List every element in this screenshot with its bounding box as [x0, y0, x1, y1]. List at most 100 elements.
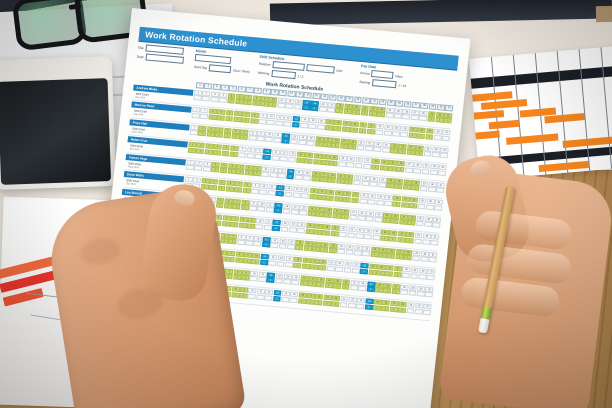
rotation-cell[interactable]: [362, 163, 372, 169]
rotation-cell[interactable]: 1: [299, 280, 309, 287]
rotation-cell[interactable]: 1: [232, 203, 241, 210]
rotation-cell[interactable]: 1: [383, 287, 392, 294]
rotation-cell[interactable]: [288, 226, 297, 233]
rotation-cell[interactable]: 1: [398, 148, 407, 155]
rotation-cell[interactable]: 1: [313, 228, 323, 235]
rotation-cell[interactable]: 1: [187, 147, 197, 153]
rotation-cell[interactable]: [274, 278, 283, 284]
rotation-cell[interactable]: [249, 275, 258, 282]
rotation-cell[interactable]: 1: [230, 221, 239, 228]
rotation-cell[interactable]: 1: [228, 238, 237, 245]
rotation-cell[interactable]: 1: [235, 169, 245, 175]
rotation-cell[interactable]: 1: [397, 236, 406, 243]
rotation-cell[interactable]: 1: [351, 109, 361, 116]
rotation-cell[interactable]: 1: [322, 300, 332, 306]
rotation-cell[interactable]: [356, 303, 365, 309]
start-day-input[interactable]: [208, 64, 232, 74]
rotation-cell[interactable]: [308, 123, 317, 129]
rotation-cell[interactable]: [358, 285, 367, 292]
rotation-cell[interactable]: 1: [443, 117, 453, 124]
rotation-cell[interactable]: 1: [386, 253, 396, 259]
rotation-cell[interactable]: [363, 233, 373, 240]
rotation-cell[interactable]: [265, 206, 274, 213]
rotation-cell[interactable]: [256, 293, 265, 300]
rotation-cell[interactable]: 1: [324, 124, 334, 131]
rotation-cell[interactable]: 1: [323, 212, 333, 218]
rotation-cell[interactable]: [404, 166, 413, 173]
rotation-cell[interactable]: 1: [221, 220, 231, 227]
rotation-cell[interactable]: 1: [344, 178, 353, 185]
rotation-cell[interactable]: 1: [435, 116, 444, 123]
rotation-cell[interactable]: [417, 203, 426, 209]
rotation-cell[interactable]: 1: [210, 166, 220, 173]
rotation-cell[interactable]: [369, 181, 378, 187]
rotation-cell[interactable]: [250, 188, 260, 194]
rotation-cell[interactable]: [346, 161, 355, 168]
rotation-cell[interactable]: [253, 241, 262, 247]
rotation-cell[interactable]: 1: [303, 245, 312, 252]
rotation-cell[interactable]: 1: [380, 234, 389, 241]
rotation-cell[interactable]: 1: [341, 284, 350, 290]
rotation-cell[interactable]: [346, 231, 356, 238]
rotation-cell[interactable]: 1: [411, 185, 420, 191]
rotation-cell[interactable]: [264, 136, 274, 143]
rotation-cell[interactable]: [347, 302, 357, 309]
rotation-cell[interactable]: [338, 231, 348, 237]
rotation-cell[interactable]: [199, 113, 209, 119]
rotation-cell[interactable]: [254, 153, 263, 159]
rotation-cell[interactable]: [299, 122, 309, 128]
rotation-cell[interactable]: [278, 243, 287, 249]
rotation-cell[interactable]: [425, 203, 435, 210]
rotation-cell[interactable]: [367, 198, 376, 205]
rotation-cell[interactable]: 1: [307, 210, 316, 217]
rotation-cell[interactable]: 1: [234, 256, 244, 263]
rotation-cell[interactable]: 1: [318, 264, 327, 271]
rotation-cell[interactable]: [339, 301, 348, 308]
rotation-cell[interactable]: 1: [400, 201, 410, 208]
rotation-cell[interactable]: [361, 250, 371, 257]
rotation-cell[interactable]: 1: [214, 132, 224, 138]
rotation-cell[interactable]: 1: [396, 166, 405, 172]
rotation-cell[interactable]: [267, 189, 276, 196]
rotation-cell[interactable]: [424, 291, 434, 298]
rotation-cell[interactable]: [381, 147, 390, 153]
rotation-cell[interactable]: 1: [426, 116, 436, 122]
shift-working-input[interactable]: [270, 69, 296, 80]
rotation-cell[interactable]: [418, 273, 427, 280]
rotation-cell[interactable]: 2: [275, 190, 285, 197]
rotation-cell[interactable]: [189, 129, 199, 136]
rotation-cell[interactable]: [415, 220, 424, 227]
rotation-cell[interactable]: [408, 290, 417, 296]
rotation-cell[interactable]: 1: [376, 111, 386, 118]
rotation-cell[interactable]: [276, 102, 286, 109]
rotation-cell[interactable]: 1: [406, 149, 415, 156]
rotation-cell[interactable]: [256, 135, 265, 142]
rotation-cell[interactable]: [259, 188, 268, 195]
rotation-cell[interactable]: 1: [340, 213, 349, 220]
rotation-cell[interactable]: 1: [231, 291, 240, 298]
rotation-cell[interactable]: 1: [310, 175, 320, 182]
rotation-cell[interactable]: [279, 155, 288, 162]
rotation-cell[interactable]: 1: [343, 108, 352, 115]
rotation-cell[interactable]: 1: [244, 169, 253, 176]
rotation-cell[interactable]: 1: [216, 114, 225, 121]
rotation-cell[interactable]: 2: [310, 105, 319, 112]
rotation-cell[interactable]: [294, 174, 303, 181]
rotation-cell[interactable]: [210, 96, 219, 103]
rotation-cell[interactable]: [357, 215, 366, 222]
rotation-cell[interactable]: 1: [425, 133, 434, 140]
rotation-cell[interactable]: 2: [271, 225, 281, 231]
rotation-cell[interactable]: 1: [301, 262, 310, 269]
rotation-cell[interactable]: 1: [206, 131, 215, 137]
rotation-cell[interactable]: 1: [320, 247, 329, 253]
rotation-cell[interactable]: [413, 238, 423, 244]
rotation-cell[interactable]: [364, 145, 374, 152]
rotation-cell[interactable]: 1: [196, 147, 205, 154]
rotation-cell[interactable]: 1: [339, 143, 349, 150]
rotation-cell[interactable]: 1: [306, 298, 315, 305]
rotation-cell[interactable]: [428, 256, 437, 263]
rotation-cell[interactable]: [293, 104, 302, 110]
rotation-cell[interactable]: 1: [321, 229, 331, 236]
rotation-cell[interactable]: 1: [252, 170, 261, 177]
rotation-cell[interactable]: 1: [328, 247, 337, 254]
